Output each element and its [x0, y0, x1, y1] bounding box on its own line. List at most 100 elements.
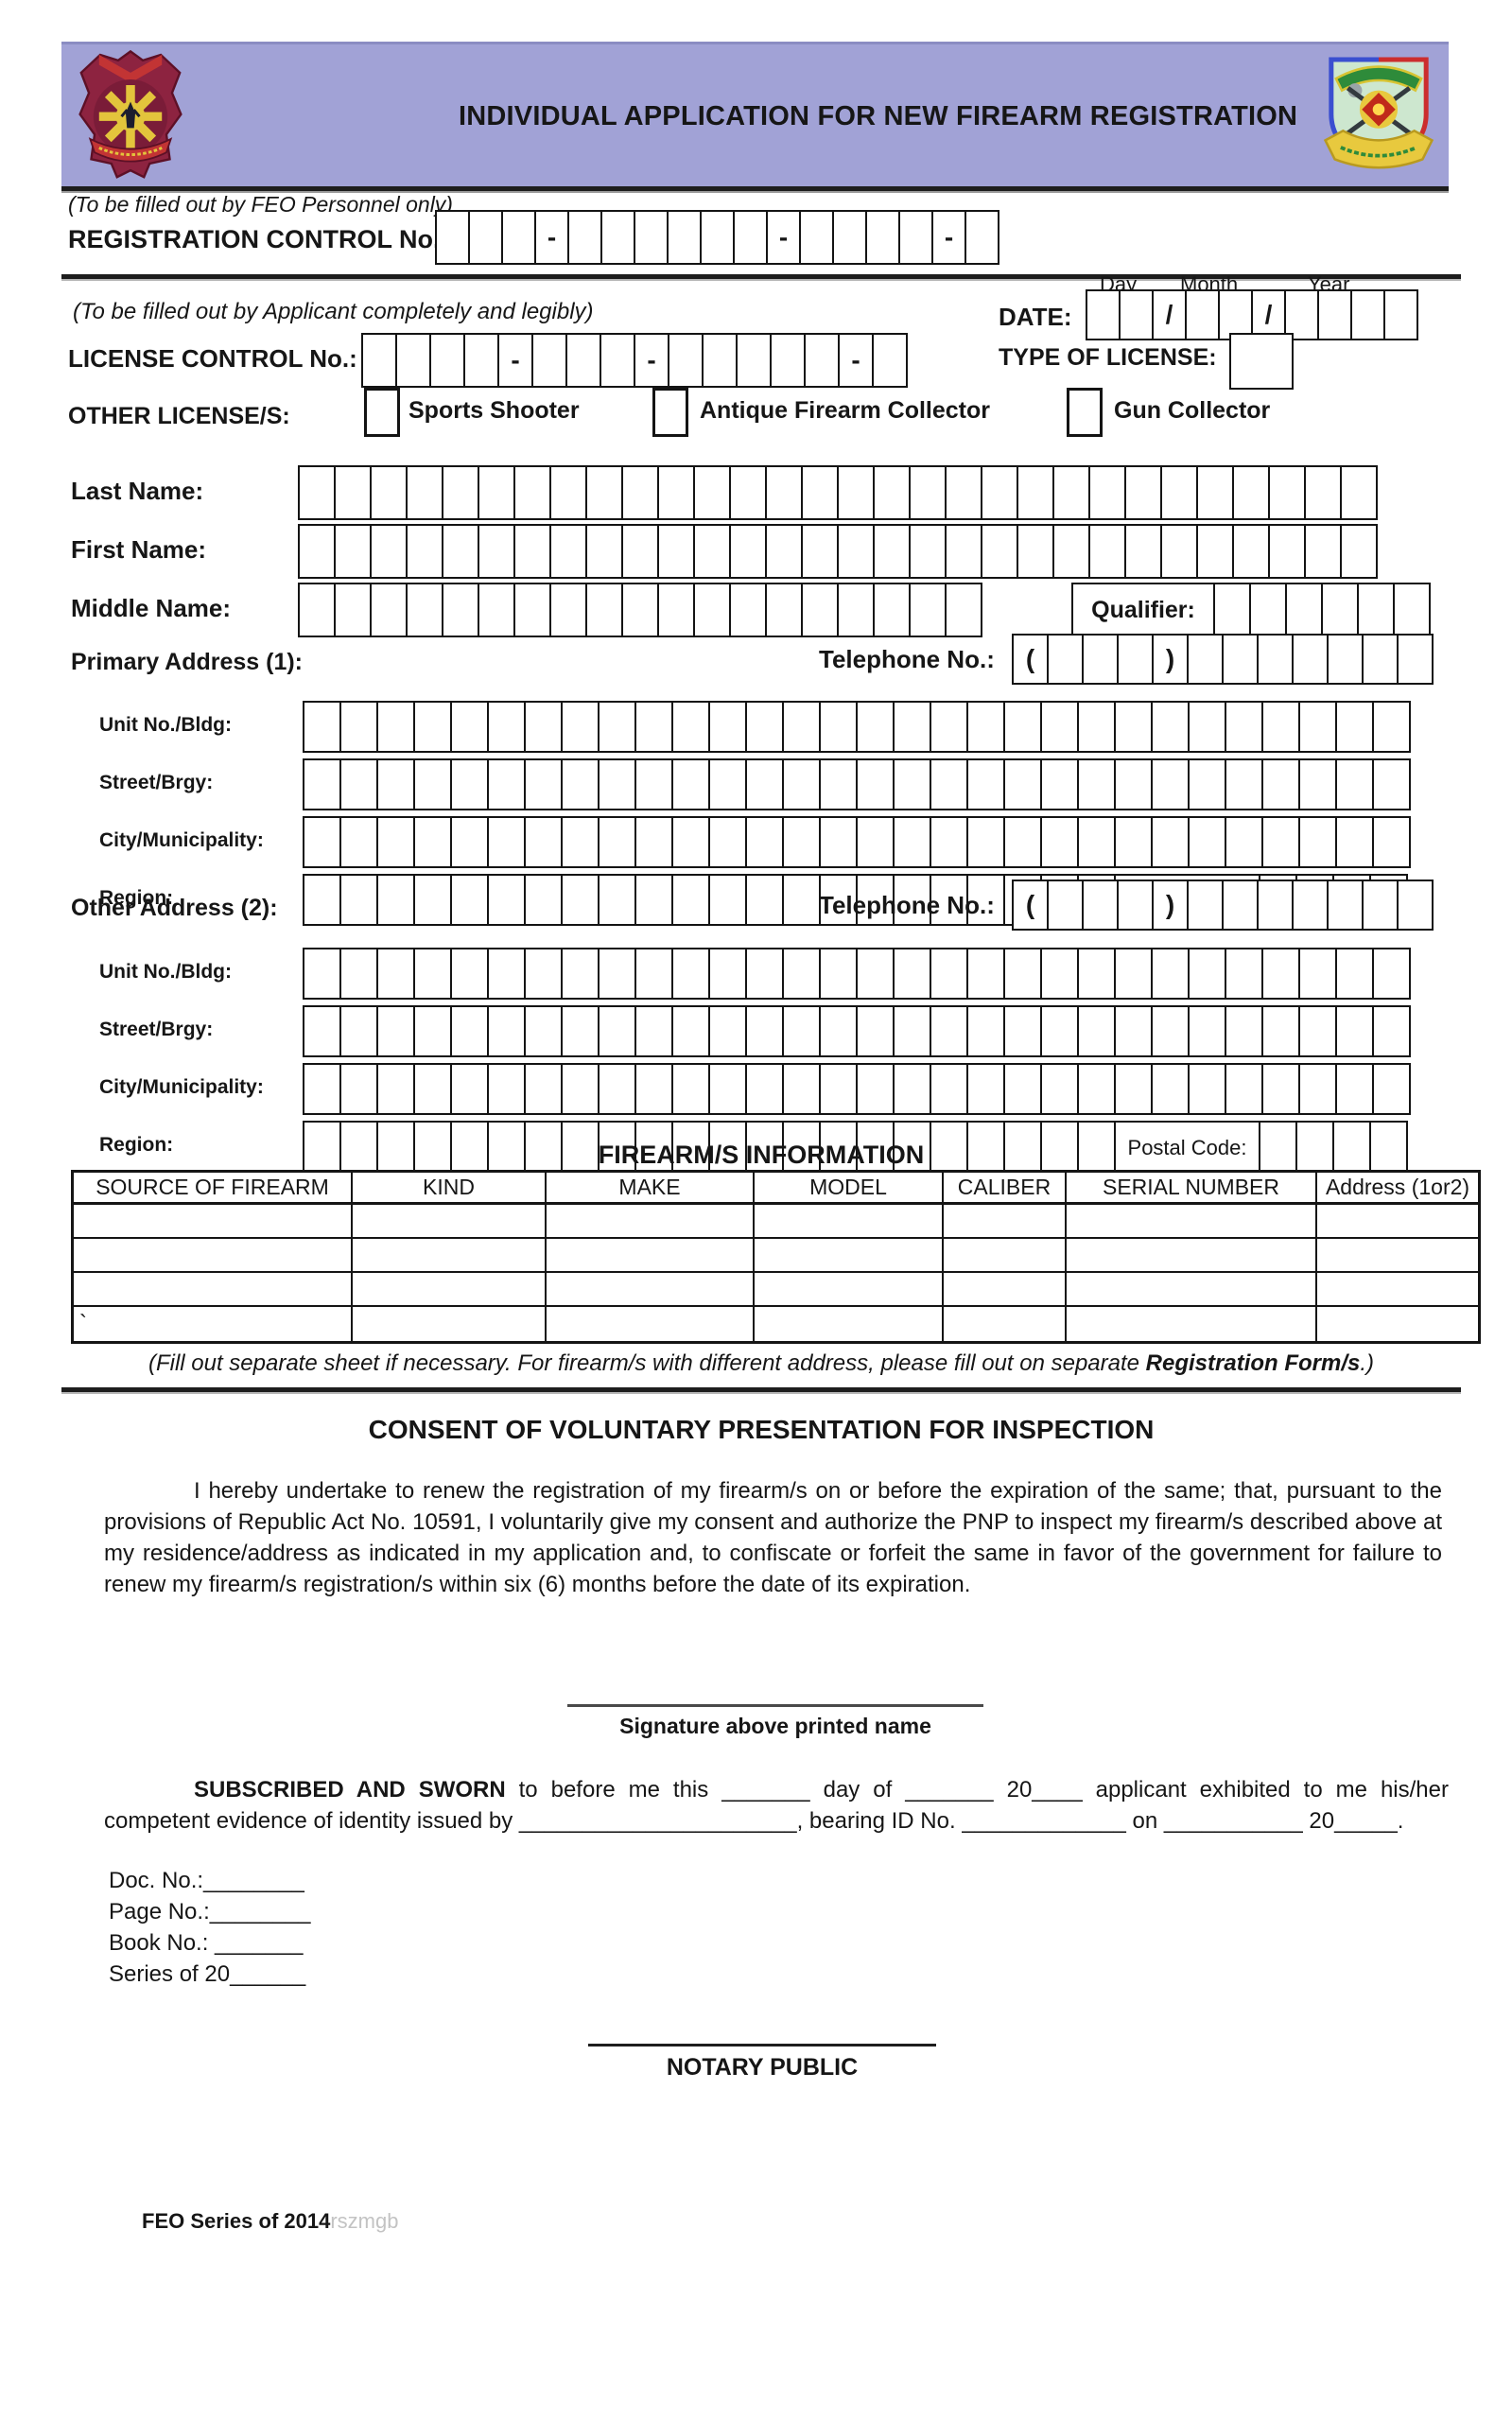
char-box[interactable]: [1292, 634, 1329, 685]
char-box[interactable]: [657, 465, 695, 520]
char-box[interactable]: [1187, 634, 1224, 685]
char-box[interactable]: [930, 1121, 968, 1173]
char-box[interactable]: [450, 816, 489, 868]
char-box[interactable]: [693, 465, 731, 520]
char-box[interactable]: [981, 465, 1018, 520]
char-box[interactable]: [598, 874, 636, 926]
char-box[interactable]: [1298, 948, 1337, 1000]
char-box[interactable]: -: [766, 210, 801, 265]
char-box[interactable]: [549, 465, 587, 520]
char-box[interactable]: [765, 583, 803, 637]
char-box[interactable]: [524, 816, 563, 868]
char-box[interactable]: [339, 758, 378, 810]
char-box[interactable]: [1160, 524, 1198, 579]
char-box[interactable]: [708, 1005, 747, 1057]
char-box[interactable]: [782, 1063, 821, 1115]
char-box[interactable]: [361, 333, 397, 388]
char-box[interactable]: [909, 524, 947, 579]
char-box[interactable]: [700, 210, 735, 265]
char-box[interactable]: [893, 1005, 931, 1057]
char-box[interactable]: [524, 1063, 563, 1115]
char-box[interactable]: [745, 701, 784, 753]
char-box[interactable]: [930, 874, 968, 926]
char-box[interactable]: [487, 701, 526, 753]
char-box[interactable]: [1317, 289, 1352, 340]
char-box[interactable]: [708, 948, 747, 1000]
char-box[interactable]: [1114, 701, 1153, 753]
char-box[interactable]: [819, 948, 858, 1000]
char-box[interactable]: [837, 524, 875, 579]
char-box[interactable]: [1124, 524, 1162, 579]
char-box[interactable]: [668, 333, 704, 388]
char-box[interactable]: [549, 583, 587, 637]
char-box[interactable]: [1372, 701, 1411, 753]
series-line[interactable]: Series of 20______: [109, 1961, 306, 1987]
char-box[interactable]: [1047, 880, 1084, 931]
char-box[interactable]: [1225, 1063, 1263, 1115]
char-box[interactable]: [865, 210, 900, 265]
char-box[interactable]: [819, 1005, 858, 1057]
char-box[interactable]: [1397, 634, 1434, 685]
char-box[interactable]: [1003, 948, 1042, 1000]
char-box[interactable]: [1372, 816, 1411, 868]
char-box[interactable]: [450, 874, 489, 926]
char-box[interactable]: [856, 701, 895, 753]
char-box[interactable]: [303, 874, 341, 926]
char-box[interactable]: [339, 816, 378, 868]
char-box[interactable]: [1114, 816, 1153, 868]
firearm-cell[interactable]: [1317, 1273, 1478, 1307]
char-box[interactable]: [856, 948, 895, 1000]
char-box[interactable]: [468, 210, 503, 265]
char-box[interactable]: [745, 758, 784, 810]
char-box[interactable]: [1372, 1005, 1411, 1057]
char-box[interactable]: [376, 816, 415, 868]
char-box[interactable]: [513, 465, 551, 520]
char-box[interactable]: [745, 1005, 784, 1057]
char-box[interactable]: [872, 333, 908, 388]
char-box[interactable]: [1225, 948, 1263, 1000]
char-box[interactable]: [893, 1063, 931, 1115]
char-box[interactable]: [1225, 701, 1263, 753]
char-box[interactable]: [765, 524, 803, 579]
char-box[interactable]: [765, 465, 803, 520]
firearm-cell[interactable]: [755, 1205, 944, 1239]
char-box[interactable]: [561, 701, 600, 753]
char-box[interactable]: [487, 816, 526, 868]
char-box[interactable]: [1372, 948, 1411, 1000]
char-box[interactable]: [1397, 880, 1434, 931]
char-box[interactable]: [736, 333, 772, 388]
char-box[interactable]: [1088, 524, 1126, 579]
char-box[interactable]: [856, 758, 895, 810]
firearm-cell[interactable]: [1317, 1205, 1478, 1239]
firearm-cell[interactable]: [1317, 1307, 1478, 1341]
char-box[interactable]: [1114, 758, 1153, 810]
char-box[interactable]: [1003, 816, 1042, 868]
char-box[interactable]: (: [1012, 634, 1049, 685]
char-box[interactable]: [406, 524, 443, 579]
firearm-cell[interactable]: [353, 1239, 547, 1273]
char-box[interactable]: [1340, 465, 1378, 520]
char-box[interactable]: [1003, 758, 1042, 810]
char-box[interactable]: [893, 758, 931, 810]
char-box[interactable]: [1298, 1005, 1337, 1057]
char-box[interactable]: [395, 333, 431, 388]
char-box[interactable]: -: [931, 210, 966, 265]
char-box[interactable]: [1369, 1121, 1408, 1173]
char-box[interactable]: [981, 524, 1018, 579]
firearm-cell[interactable]: [353, 1273, 547, 1307]
char-box[interactable]: [745, 874, 784, 926]
char-box[interactable]: [930, 758, 968, 810]
char-box[interactable]: [770, 333, 806, 388]
char-box[interactable]: [1188, 701, 1226, 753]
char-box[interactable]: [463, 333, 499, 388]
char-box[interactable]: [801, 465, 839, 520]
doc-no-line[interactable]: Doc. No.:________: [109, 1868, 304, 1893]
char-box[interactable]: [413, 816, 452, 868]
char-box[interactable]: [1187, 880, 1224, 931]
char-box[interactable]: [370, 583, 408, 637]
char-box[interactable]: [708, 701, 747, 753]
char-box[interactable]: [478, 583, 515, 637]
char-box[interactable]: [966, 701, 1005, 753]
char-box[interactable]: [567, 210, 602, 265]
char-box[interactable]: [856, 1005, 895, 1057]
